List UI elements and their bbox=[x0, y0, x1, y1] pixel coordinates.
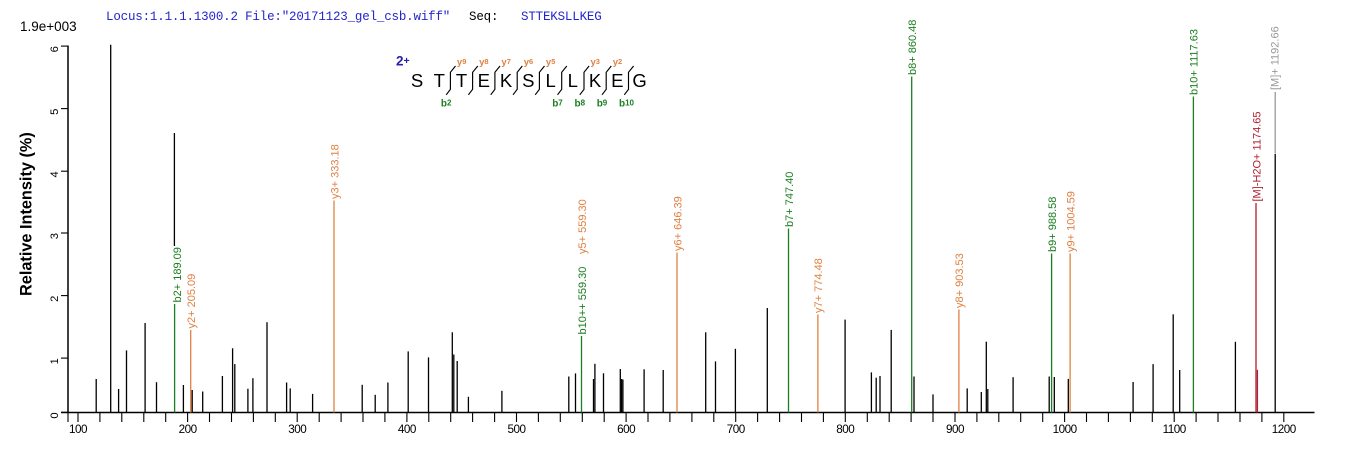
svg-text:Relative Intensity (%): Relative Intensity (%) bbox=[18, 132, 36, 296]
svg-text:y6+ 646.39: y6+ 646.39 bbox=[672, 196, 684, 251]
svg-text:4: 4 bbox=[49, 171, 61, 177]
svg-text:3: 3 bbox=[49, 233, 61, 239]
svg-text:y8: y8 bbox=[479, 57, 488, 68]
svg-text:1000: 1000 bbox=[1053, 423, 1078, 436]
svg-text:b9+ 988.58: b9+ 988.58 bbox=[1047, 197, 1059, 252]
svg-text:2: 2 bbox=[49, 296, 61, 302]
svg-text:L: L bbox=[568, 70, 578, 91]
svg-text:5: 5 bbox=[49, 109, 61, 115]
svg-text:y2+ 205.09: y2+ 205.09 bbox=[186, 274, 198, 329]
svg-text:900: 900 bbox=[946, 423, 965, 436]
svg-text:200: 200 bbox=[179, 423, 198, 436]
svg-text:K: K bbox=[589, 70, 602, 91]
svg-text:y3: y3 bbox=[591, 57, 600, 68]
svg-text:y6: y6 bbox=[524, 57, 533, 68]
svg-text:400: 400 bbox=[398, 423, 417, 436]
svg-text:300: 300 bbox=[288, 423, 307, 436]
svg-text:600: 600 bbox=[617, 423, 636, 436]
svg-text:E: E bbox=[478, 70, 490, 91]
svg-text:L: L bbox=[545, 70, 555, 91]
svg-text:K: K bbox=[500, 70, 513, 91]
svg-text:b7: b7 bbox=[552, 99, 563, 110]
svg-text:b8+ 860.48: b8+ 860.48 bbox=[907, 20, 919, 75]
svg-text:800: 800 bbox=[836, 423, 855, 436]
svg-text:Locus:1.1.1.1300.2 File:"20171: Locus:1.1.1.1300.2 File:"20171123_gel_cs… bbox=[106, 10, 450, 24]
svg-text:S: S bbox=[411, 70, 423, 91]
svg-text:b10++ 559.30: b10++ 559.30 bbox=[577, 267, 589, 335]
svg-text:y5+ 559.30: y5+ 559.30 bbox=[577, 199, 589, 254]
svg-text:G: G bbox=[632, 70, 646, 91]
svg-text:6: 6 bbox=[49, 46, 61, 52]
svg-text:E: E bbox=[611, 70, 623, 91]
svg-text:2+: 2+ bbox=[396, 54, 410, 69]
svg-text:500: 500 bbox=[507, 423, 526, 436]
svg-text:y9+ 1004.59: y9+ 1004.59 bbox=[1065, 191, 1077, 252]
svg-text:y7: y7 bbox=[501, 57, 510, 68]
svg-text:1100: 1100 bbox=[1163, 423, 1187, 436]
svg-text:S: S bbox=[522, 70, 534, 91]
svg-text:b9: b9 bbox=[597, 99, 608, 110]
svg-text:Seq:: Seq: bbox=[469, 10, 498, 24]
svg-text:1: 1 bbox=[49, 358, 61, 364]
svg-text:b2+ 189.09: b2+ 189.09 bbox=[172, 247, 184, 302]
svg-text:[M]-H2O+ 1174.65: [M]-H2O+ 1174.65 bbox=[1251, 112, 1263, 202]
svg-text:y7+ 774.48: y7+ 774.48 bbox=[813, 258, 825, 313]
svg-text:y3+ 333.18: y3+ 333.18 bbox=[329, 144, 341, 199]
svg-text:1.9e+003: 1.9e+003 bbox=[20, 19, 77, 34]
svg-text:b10: b10 bbox=[619, 99, 635, 110]
svg-text:y5: y5 bbox=[546, 57, 555, 68]
svg-text:b10+ 1117.63: b10+ 1117.63 bbox=[1189, 29, 1201, 95]
svg-text:y8+ 903.53: y8+ 903.53 bbox=[954, 253, 966, 308]
svg-text:T: T bbox=[434, 70, 445, 91]
svg-text:0: 0 bbox=[49, 412, 61, 418]
svg-text:[M]+ 1192.66: [M]+ 1192.66 bbox=[1270, 26, 1282, 90]
svg-text:100: 100 bbox=[69, 423, 88, 436]
svg-text:700: 700 bbox=[727, 423, 746, 436]
svg-text:b2: b2 bbox=[441, 99, 452, 110]
svg-text:T: T bbox=[456, 70, 467, 91]
svg-text:y2: y2 bbox=[613, 57, 622, 68]
svg-text:y9: y9 bbox=[457, 57, 466, 68]
svg-text:1200: 1200 bbox=[1272, 423, 1297, 436]
svg-text:STTEKSLLKEG: STTEKSLLKEG bbox=[521, 10, 602, 24]
svg-text:b7+ 747.40: b7+ 747.40 bbox=[784, 172, 796, 227]
svg-text:b8: b8 bbox=[575, 99, 586, 110]
